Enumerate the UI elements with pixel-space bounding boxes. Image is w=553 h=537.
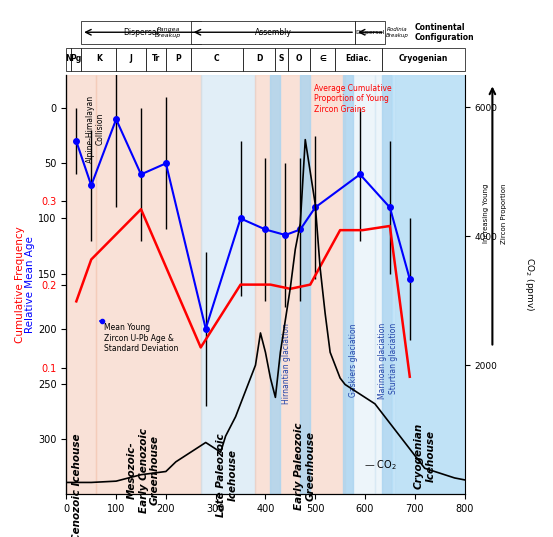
Text: Ediac.: Ediac. xyxy=(346,54,372,63)
Text: Cenozoic Icehouse: Cenozoic Icehouse xyxy=(72,433,82,537)
Text: Rodinia
Breakup: Rodinia Breakup xyxy=(386,27,409,38)
Text: Hirnantian glaciation: Hirnantian glaciation xyxy=(283,323,291,404)
Bar xyxy=(96,75,201,494)
Bar xyxy=(201,75,255,494)
Text: O: O xyxy=(296,54,302,63)
FancyBboxPatch shape xyxy=(81,21,201,44)
Text: P: P xyxy=(175,54,181,63)
Text: Late Paleozoic
Icehouse: Late Paleozoic Icehouse xyxy=(216,433,238,517)
Bar xyxy=(270,75,280,494)
Text: S: S xyxy=(279,54,284,63)
Text: D: D xyxy=(256,54,263,63)
FancyBboxPatch shape xyxy=(66,48,71,71)
Text: Mesozoic-
Early Cenozoic
Greenhouse: Mesozoic- Early Cenozoic Greenhouse xyxy=(127,428,160,513)
FancyBboxPatch shape xyxy=(335,48,383,71)
Y-axis label: CO$_2$ (ppmv): CO$_2$ (ppmv) xyxy=(523,257,536,312)
Bar xyxy=(66,75,96,494)
FancyBboxPatch shape xyxy=(146,48,166,71)
Text: — CO$_2$: — CO$_2$ xyxy=(364,458,397,472)
Bar xyxy=(255,75,345,494)
FancyBboxPatch shape xyxy=(116,48,146,71)
Text: Increasing Young: Increasing Young xyxy=(483,184,489,243)
Text: Alpine-Himalayan
Collision: Alpine-Himalayan Collision xyxy=(86,95,105,163)
Bar xyxy=(383,75,393,494)
Text: Dispersal: Dispersal xyxy=(123,28,159,37)
Text: Continental
Configuration: Continental Configuration xyxy=(415,23,474,42)
Text: C: C xyxy=(214,54,220,63)
FancyBboxPatch shape xyxy=(383,48,465,71)
Text: Pangea
Breakup: Pangea Breakup xyxy=(155,27,181,38)
FancyBboxPatch shape xyxy=(81,48,116,71)
Text: Marinoan glaciation: Marinoan glaciation xyxy=(378,323,387,400)
FancyBboxPatch shape xyxy=(275,48,288,71)
FancyBboxPatch shape xyxy=(166,48,191,71)
Text: Dispersal: Dispersal xyxy=(356,30,384,35)
Bar xyxy=(375,75,395,494)
FancyBboxPatch shape xyxy=(191,21,355,44)
FancyBboxPatch shape xyxy=(71,48,81,71)
Text: Cryogenian: Cryogenian xyxy=(399,54,448,63)
Text: Zircon Proportion: Zircon Proportion xyxy=(502,183,507,244)
FancyBboxPatch shape xyxy=(243,48,275,71)
Text: K: K xyxy=(96,54,102,63)
Bar xyxy=(395,75,465,494)
FancyBboxPatch shape xyxy=(288,48,310,71)
Bar xyxy=(300,75,310,494)
Text: Pg: Pg xyxy=(71,54,82,63)
Bar xyxy=(393,75,465,494)
Y-axis label: Relative Mean Age: Relative Mean Age xyxy=(25,236,35,333)
Text: Mean Young
Zircon U-Pb Age &
Standard Deviation: Mean Young Zircon U-Pb Age & Standard De… xyxy=(104,323,179,353)
FancyBboxPatch shape xyxy=(355,21,385,44)
Text: Sturtian glaciation: Sturtian glaciation xyxy=(389,323,398,395)
Text: Gaskiers glaciation: Gaskiers glaciation xyxy=(348,323,358,397)
Text: Assembly: Assembly xyxy=(254,28,291,37)
Text: Cryogenian
Icehouse: Cryogenian Icehouse xyxy=(414,423,436,489)
FancyBboxPatch shape xyxy=(191,48,243,71)
Text: N: N xyxy=(66,54,72,63)
Bar xyxy=(343,75,353,494)
Text: Tr: Tr xyxy=(152,54,160,63)
Bar xyxy=(345,75,375,494)
FancyBboxPatch shape xyxy=(310,48,335,71)
Y-axis label: Cumulative Frequency: Cumulative Frequency xyxy=(14,226,24,343)
Text: ∈: ∈ xyxy=(319,54,326,63)
Text: Early Paleozoic
Greenhouse: Early Paleozoic Greenhouse xyxy=(294,423,316,510)
Text: J: J xyxy=(129,54,133,63)
Text: Average Cumulative
Proportion of Young
Zircon Grains: Average Cumulative Proportion of Young Z… xyxy=(314,84,392,114)
